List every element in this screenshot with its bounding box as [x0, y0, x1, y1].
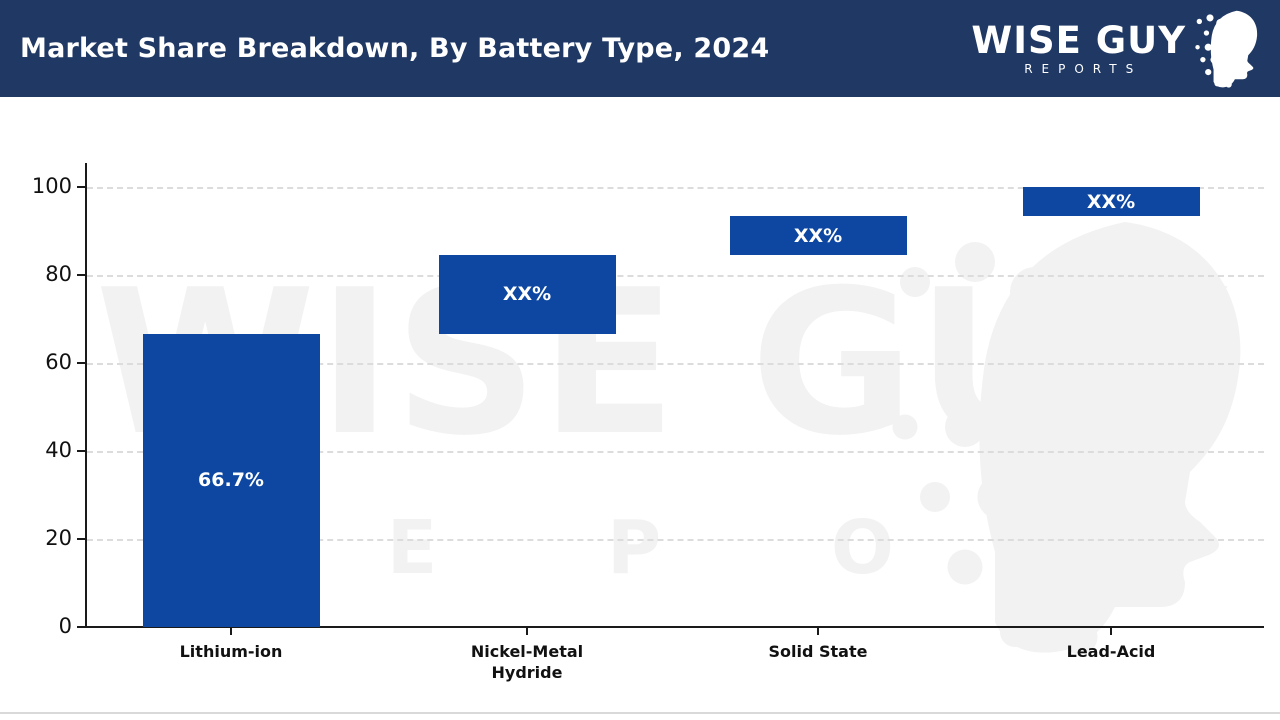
y-tick-label-0: 0 [58, 614, 72, 638]
x-tick-label-lithium-ion: Lithium-ion [179, 642, 283, 661]
y-tick-60 [77, 362, 85, 364]
x-tick-label-lead-acid: Lead-Acid [1066, 642, 1156, 661]
gridline-100 [87, 187, 1264, 189]
x-axis [85, 626, 1264, 628]
gridline-20 [87, 539, 1264, 541]
y-tick-label-100: 100 [31, 174, 72, 198]
header: Market Share Breakdown, By Battery Type,… [0, 0, 1280, 97]
y-tick-80 [77, 274, 85, 276]
bar-value-label: 66.7% [198, 469, 264, 492]
brand-face-icon [1195, 10, 1258, 88]
bar-lithium-ion: 66.7% [142, 333, 320, 627]
x-tick-label-nickel-metal-hydride: Nickel-Metal Hydride [470, 642, 584, 682]
bar-value-label: XX% [1086, 190, 1136, 213]
bottom-rule [0, 712, 1280, 714]
y-tick-0 [77, 626, 85, 628]
bar-lead-acid: XX% [1022, 187, 1200, 217]
y-tick-label-60: 60 [45, 350, 72, 374]
brand-logo-text: WISE GUY REPORTS [971, 22, 1186, 75]
bar-value-label: XX% [793, 224, 843, 247]
gridline-40 [87, 451, 1264, 453]
gridline-60 [87, 363, 1264, 365]
y-axis [85, 163, 87, 628]
y-tick-label-80: 80 [45, 262, 72, 286]
chart-area: WISE GUY R E P O R T S 020406080100Lithi… [0, 97, 1280, 713]
y-tick-40 [77, 450, 85, 452]
x-tick-label-solid-state: Solid State [768, 642, 868, 661]
y-tick-20 [77, 538, 85, 540]
brand-subname: REPORTS [1024, 62, 1143, 76]
brand-name: WISE GUY [971, 19, 1186, 62]
page-title: Market Share Breakdown, By Battery Type,… [20, 33, 770, 64]
bar-value-label: XX% [502, 283, 552, 306]
gridline-80 [87, 275, 1264, 277]
x-tick-lead-acid [1110, 628, 1112, 635]
x-tick-solid-state [817, 628, 819, 635]
y-tick-label-40: 40 [45, 438, 72, 462]
bar-nickel-metal-hydride: XX% [438, 255, 616, 334]
x-tick-nickel-metal-hydride [526, 628, 528, 635]
bar-solid-state: XX% [729, 216, 907, 256]
y-tick-label-20: 20 [45, 526, 72, 550]
x-tick-lithium-ion [230, 628, 232, 635]
y-tick-100 [77, 186, 85, 188]
brand-logo: WISE GUY REPORTS [971, 9, 1262, 89]
watermark-face [892, 222, 1241, 655]
